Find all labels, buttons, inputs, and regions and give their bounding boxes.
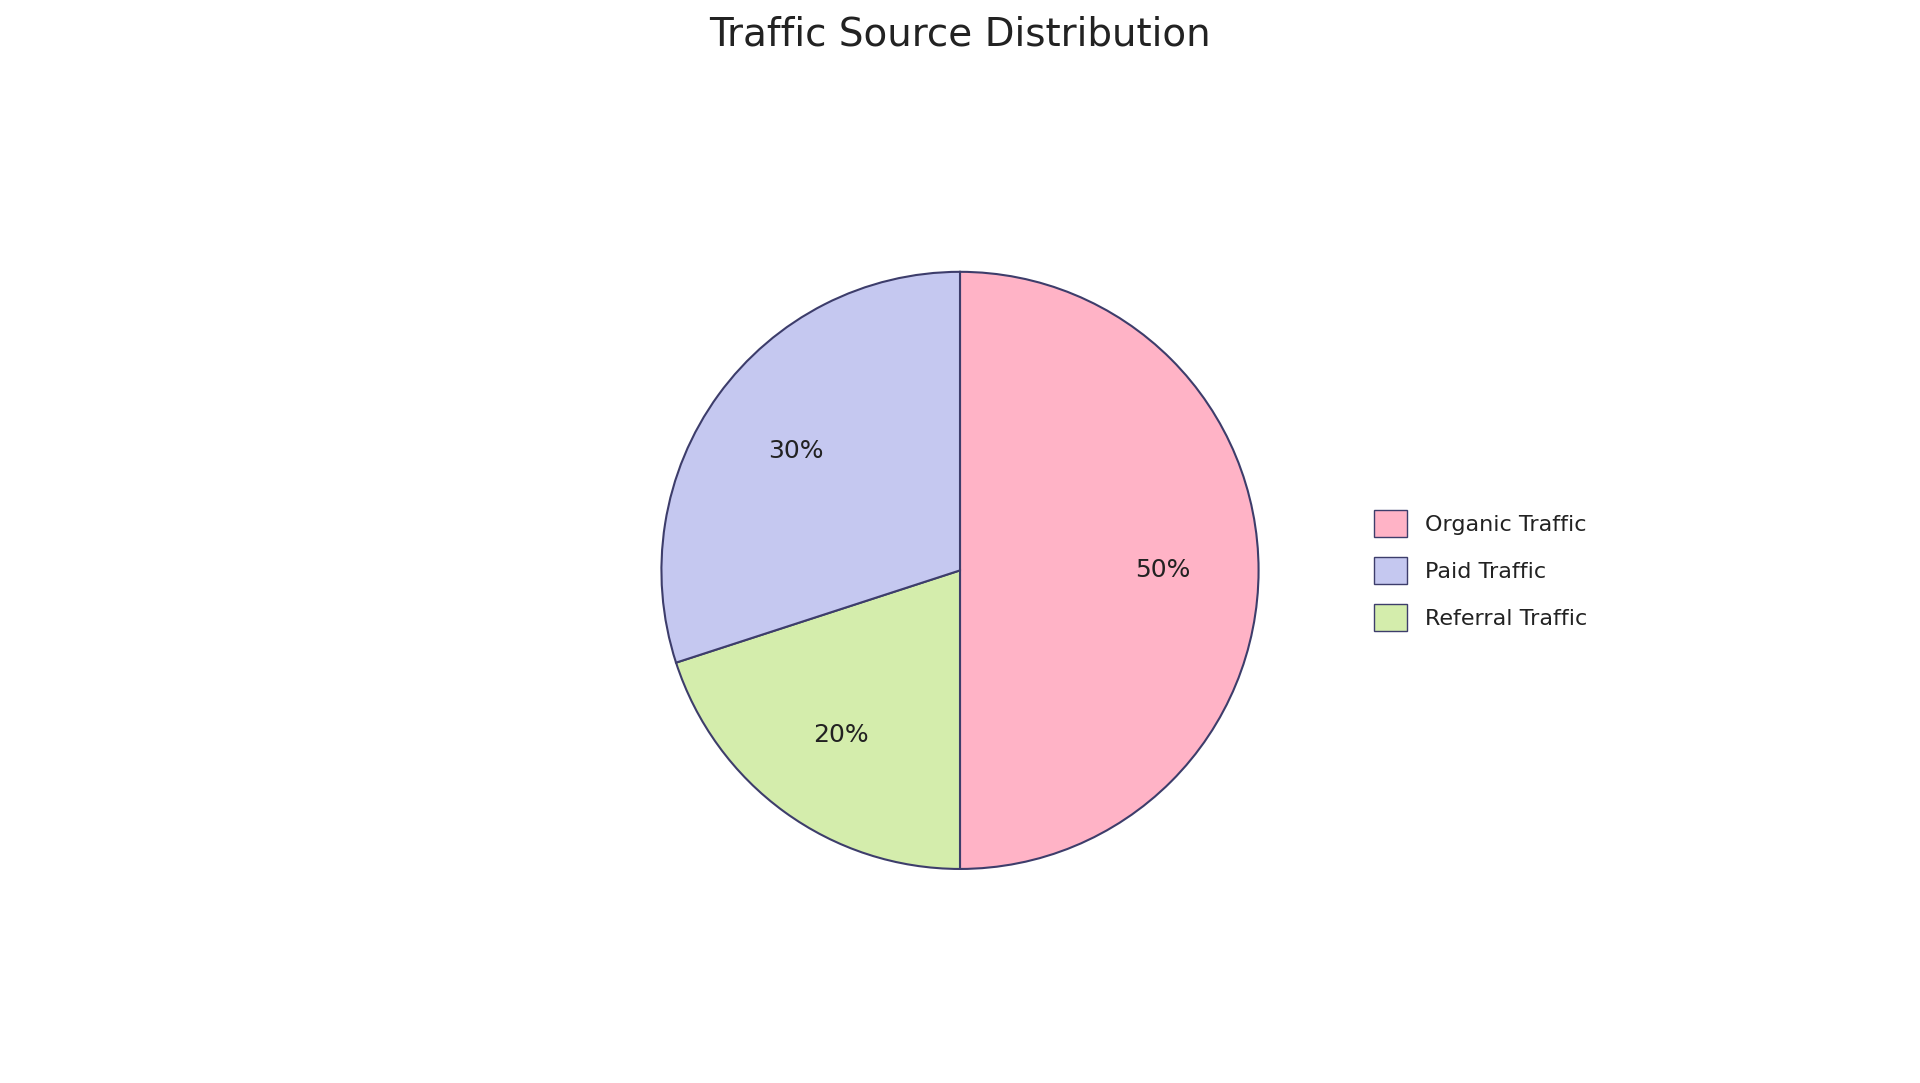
Text: 50%: 50% <box>1135 559 1190 583</box>
Text: 30%: 30% <box>768 439 824 464</box>
Wedge shape <box>960 272 1260 869</box>
Text: 20%: 20% <box>812 722 868 746</box>
Title: Traffic Source Distribution: Traffic Source Distribution <box>708 15 1212 53</box>
Wedge shape <box>676 571 960 869</box>
Wedge shape <box>660 272 960 663</box>
Legend: Organic Traffic, Paid Traffic, Referral Traffic: Organic Traffic, Paid Traffic, Referral … <box>1365 500 1596 640</box>
